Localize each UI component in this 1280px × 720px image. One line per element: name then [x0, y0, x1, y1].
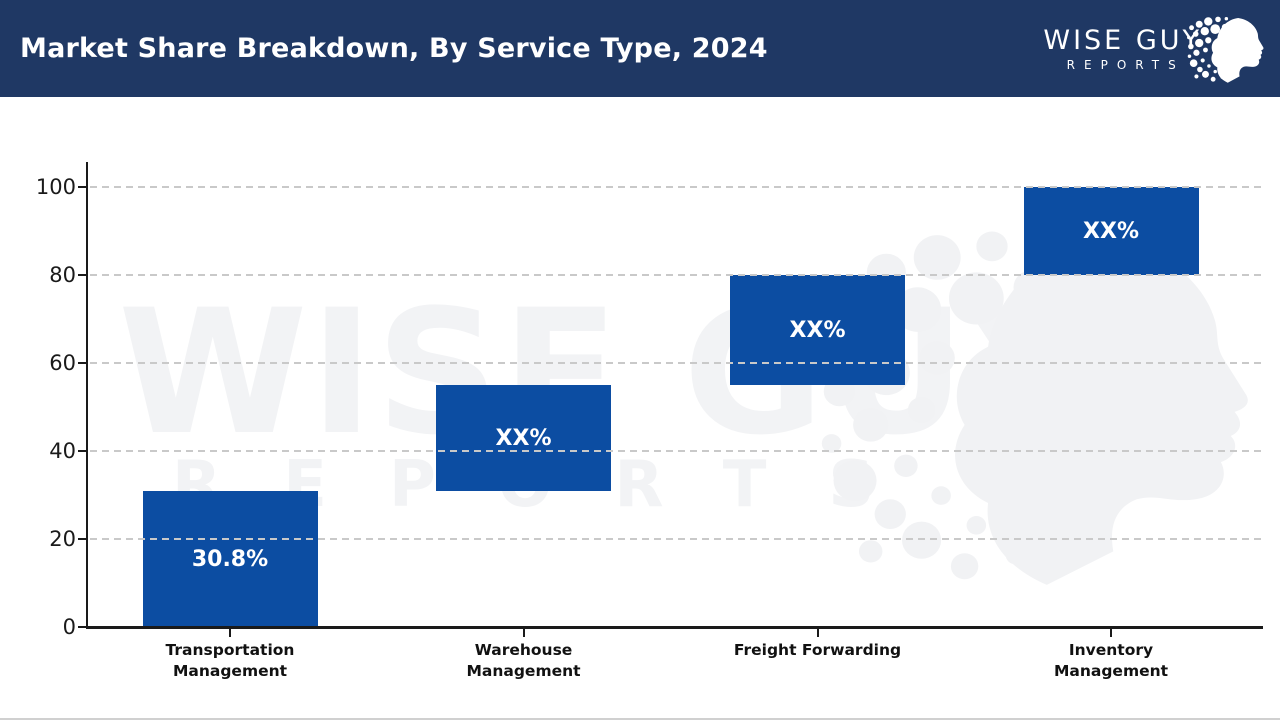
x-tick-mark — [1110, 629, 1112, 637]
category-label-line: Management — [466, 662, 581, 680]
gridline — [90, 274, 1262, 276]
y-tick-mark — [78, 362, 87, 364]
x-axis-line — [86, 626, 1263, 629]
y-tick-label: 60 — [49, 351, 76, 375]
category-label: Transportation Management — [100, 640, 360, 682]
category-label: Warehouse Management — [394, 640, 654, 682]
y-tick-label: 80 — [49, 263, 76, 287]
x-tick-mark — [816, 629, 819, 637]
y-axis-line — [86, 162, 88, 628]
logo-subtext: REPORTS — [1066, 58, 1185, 72]
category-label: Inventory Management — [981, 640, 1241, 682]
header-bar: Market Share Breakdown, By Service Type,… — [0, 0, 1280, 97]
y-tick-mark — [78, 186, 87, 188]
gridline — [90, 362, 1262, 364]
category-label-line: Freight Forwarding — [733, 641, 902, 659]
gridline — [90, 450, 1262, 452]
gridline — [90, 538, 1262, 540]
bar-value-label: 30.8% — [191, 546, 269, 572]
y-tick-label: 20 — [49, 527, 76, 551]
category-label-line: Warehouse — [474, 641, 573, 659]
bar-value-label: XX% — [495, 425, 552, 451]
y-tick-label: 0 — [62, 615, 76, 639]
y-tick-mark — [78, 450, 87, 452]
category-label: Freight Forwarding — [688, 640, 948, 661]
category-label-line: Transportation — [165, 641, 295, 659]
logo: WISE GUY REPORTS — [1043, 12, 1266, 86]
bar-value-label: XX% — [789, 317, 846, 343]
category-label-line: Management — [172, 662, 288, 680]
logo-wordmark: WISE GUY — [1043, 25, 1202, 56]
bar-value-label: XX% — [1083, 218, 1139, 244]
category-label-line: Inventory — [1068, 641, 1154, 659]
bar: XX% — [436, 385, 611, 492]
y-tick-mark — [78, 626, 87, 628]
gridline — [90, 186, 1262, 188]
x-tick-mark — [229, 629, 231, 637]
y-tick-mark — [78, 538, 87, 540]
y-tick-label: 100 — [35, 175, 76, 199]
wise-guy-head-icon — [1186, 14, 1266, 86]
bar: XX% — [1023, 187, 1199, 275]
bar: XX% — [730, 275, 905, 385]
logo-text: WISE GUY REPORTS — [1043, 25, 1202, 72]
x-tick-mark — [522, 629, 525, 637]
y-tick-mark — [78, 274, 87, 276]
bar: 30.8% — [142, 491, 318, 627]
y-tick-label: 40 — [49, 439, 76, 463]
page-title: Market Share Breakdown, By Service Type,… — [20, 33, 768, 64]
category-label-line: Management — [1053, 662, 1169, 680]
